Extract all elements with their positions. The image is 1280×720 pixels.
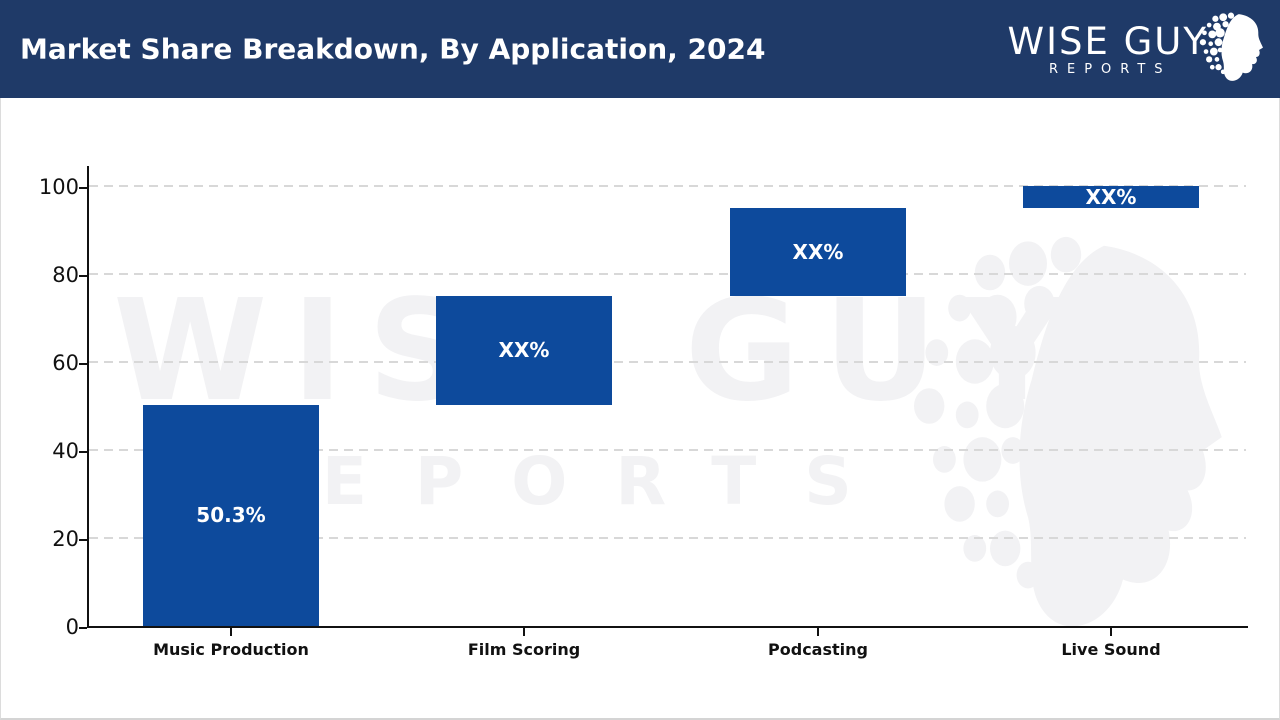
y-tick-label-0: 0	[65, 615, 79, 639]
x-tick-label-film-scoring: Film Scoring	[467, 640, 581, 659]
gridline-20	[89, 537, 1246, 539]
bar-podcasting: XX%	[730, 208, 906, 296]
brand-subtitle: REPORTS	[1048, 62, 1172, 78]
gridline-100	[89, 185, 1246, 187]
x-tick-label-music-production: Music Production	[153, 640, 309, 659]
x-tick-label-podcasting: Podcasting	[768, 640, 868, 659]
chart-canvas: WISE GUY REPORTS 50.3% XX% XX% XX% 0 20 40 60 8…	[0, 98, 1280, 720]
y-tick-label-80: 80	[52, 263, 79, 287]
plot-area: 50.3% XX% XX% XX%	[89, 185, 1246, 626]
bar-live-sound: XX%	[1023, 185, 1199, 209]
bar-value-label: XX%	[498, 338, 550, 363]
brand-name: WISE GUY	[1007, 19, 1208, 63]
bar-value-label: 50.3%	[196, 503, 266, 528]
y-tick-label-100: 100	[38, 175, 79, 199]
y-tick-mark-60	[79, 363, 87, 365]
bar-value-label: XX%	[1085, 185, 1137, 209]
y-tick-mark-80	[79, 275, 87, 277]
x-tick-mark-1	[230, 628, 232, 636]
y-tick-label-60: 60	[52, 351, 79, 375]
gridline-40	[89, 449, 1246, 451]
x-tick-mark-2	[523, 628, 525, 636]
x-tick-label-live-sound: Live Sound	[1061, 640, 1161, 659]
watermark-text-line2: REPORTS	[223, 443, 900, 520]
bar-music-production: 50.3%	[143, 404, 319, 626]
y-tick-mark-40	[79, 451, 87, 453]
brand-logo: WISE GUY REPORTS	[1008, 4, 1270, 96]
y-tick-mark-0	[79, 627, 87, 629]
gridline-80	[89, 273, 1246, 275]
y-tick-label-20: 20	[52, 527, 79, 551]
bar-value-label: XX%	[792, 240, 844, 264]
gridline-60	[89, 361, 1246, 363]
page-title: Market Share Breakdown, By Application, …	[20, 32, 766, 66]
x-tick-mark-4	[1110, 628, 1112, 636]
y-tick-mark-20	[79, 539, 87, 541]
bar-film-scoring: XX%	[436, 296, 612, 405]
header-bar: Market Share Breakdown, By Application, …	[0, 0, 1280, 98]
x-tick-mark-3	[817, 628, 819, 636]
y-tick-label-40: 40	[52, 439, 79, 463]
y-tick-mark-100	[79, 187, 87, 189]
brand-logo-text: WISE GUY REPORTS	[1007, 19, 1208, 78]
